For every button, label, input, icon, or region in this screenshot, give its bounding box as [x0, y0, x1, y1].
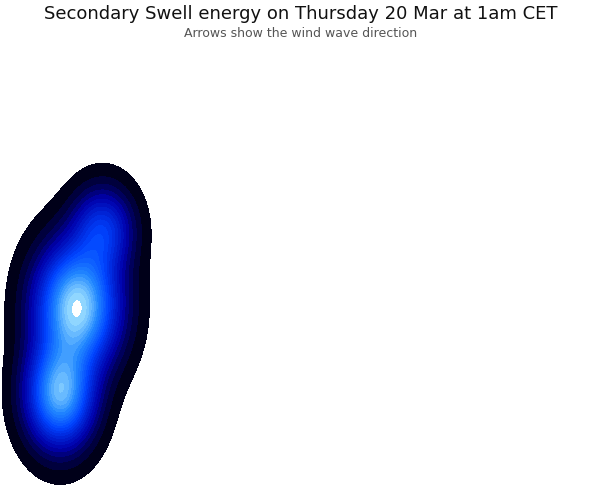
Text: Arrows show the wind wave direction: Arrows show the wind wave direction: [184, 27, 417, 40]
Text: Secondary Swell energy on Thursday 20 Mar at 1am CET: Secondary Swell energy on Thursday 20 Ma…: [44, 5, 557, 23]
